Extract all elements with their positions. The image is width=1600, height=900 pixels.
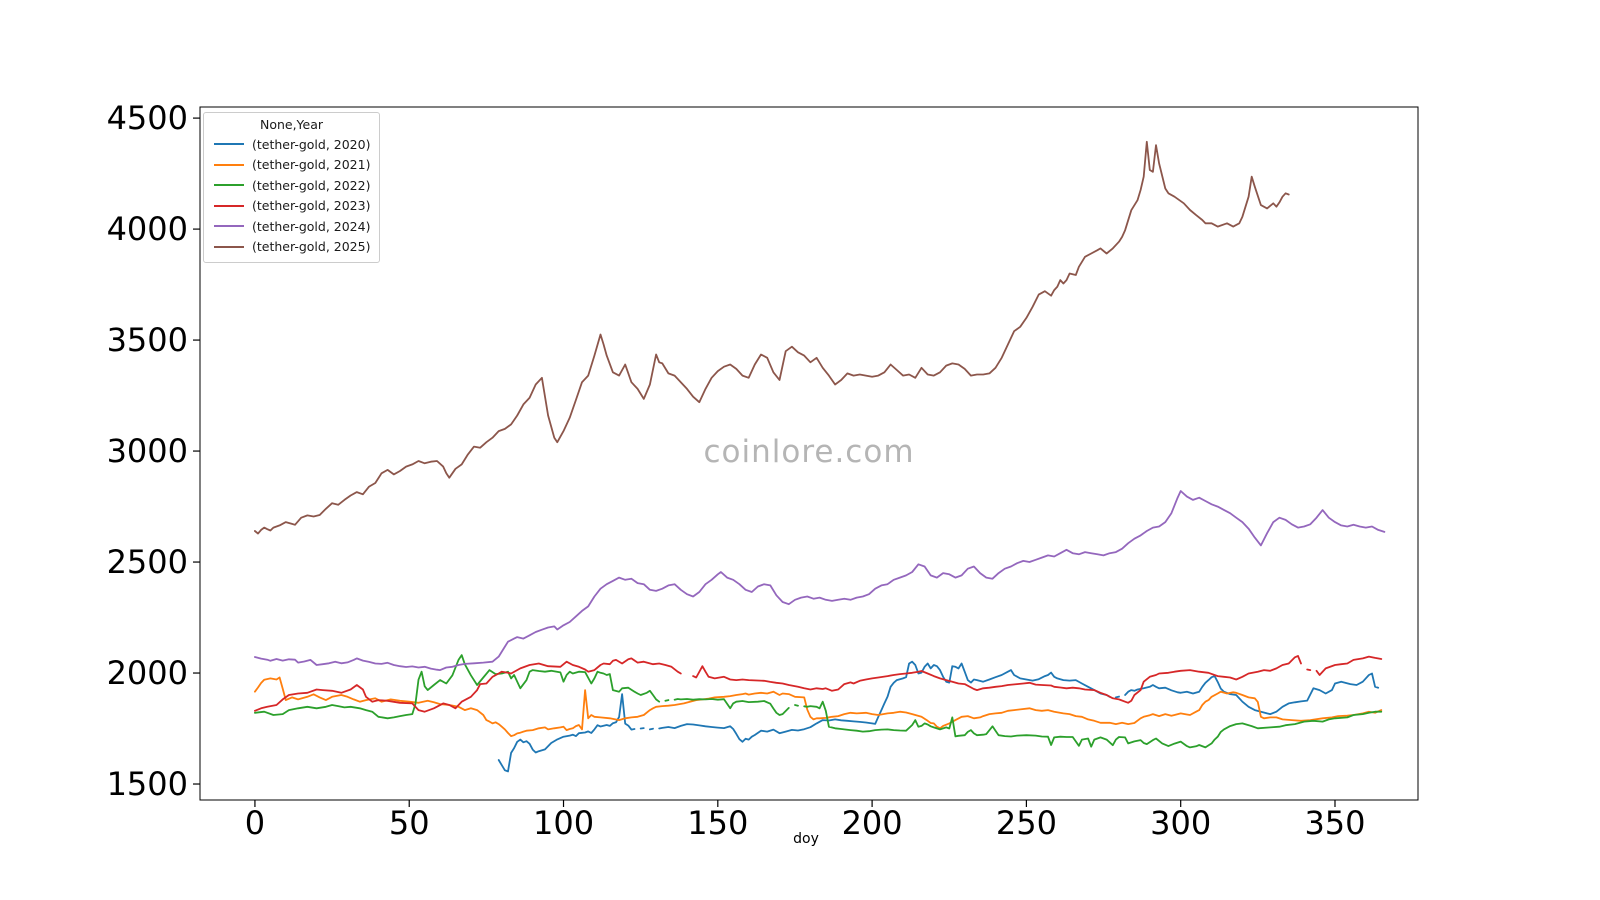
legend-item-2024: (tether-gold, 2024): [210, 216, 373, 237]
legend-item-2023: (tether-gold, 2023): [210, 196, 373, 217]
legend-title: None,Year: [259, 117, 324, 132]
x-tick-label: 300: [1150, 804, 1211, 842]
series-line-2024: [254, 490, 1386, 671]
x-tick-label: 50: [389, 804, 430, 842]
series-line-2025: [254, 140, 1290, 535]
legend-item-label: (tether-gold, 2025): [252, 239, 371, 255]
legend: None,Year (tether-gold, 2020) (tether-gol…: [203, 112, 380, 263]
legend-line-swatch-2021: [214, 163, 244, 166]
y-tick-label: 2500: [107, 543, 188, 581]
series-line-2022: [254, 654, 1383, 749]
y-tick-label: 2000: [107, 654, 188, 692]
x-axis-label: doy: [793, 831, 819, 847]
x-tick-label: 250: [996, 804, 1057, 842]
x-tick-label: 350: [1304, 804, 1365, 842]
legend-line-swatch-2023: [214, 204, 244, 207]
series-line-2020: [497, 660, 1380, 773]
legend-line-swatch-2020: [214, 143, 244, 146]
series-line-2023: [254, 655, 1383, 713]
legend-item-2020: (tether-gold, 2020): [210, 134, 373, 155]
x-tick-label: 150: [687, 804, 748, 842]
x-tick-label: 100: [533, 804, 594, 842]
legend-item-label: (tether-gold, 2022): [252, 177, 371, 193]
legend-item-label: (tether-gold, 2020): [252, 136, 371, 152]
legend-line-swatch-2022: [214, 184, 244, 187]
watermark: coinlore.com: [703, 434, 915, 470]
series-line-2021: [254, 676, 1383, 737]
legend-item-label: (tether-gold, 2024): [252, 218, 371, 234]
legend-item-label: (tether-gold, 2023): [252, 198, 371, 214]
y-tick-label: 4500: [107, 99, 188, 137]
legend-items: (tether-gold, 2020) (tether-gold, 2021) (t…: [210, 134, 373, 257]
y-tick-label: 4000: [107, 210, 188, 248]
legend-item-2025: (tether-gold, 2025): [210, 237, 373, 258]
y-tick-label: 3500: [107, 321, 188, 359]
legend-item-label: (tether-gold, 2021): [252, 157, 371, 173]
plot-frame: [199, 106, 1419, 801]
y-tick-label: 1500: [107, 765, 188, 803]
legend-item-2021: (tether-gold, 2021): [210, 155, 373, 176]
legend-item-2022: (tether-gold, 2022): [210, 175, 373, 196]
legend-line-swatch-2025: [214, 245, 244, 248]
y-tick-label: 3000: [107, 432, 188, 470]
x-tick-label: 0: [245, 804, 265, 842]
legend-line-swatch-2024: [214, 225, 244, 228]
x-tick-label: 200: [842, 804, 903, 842]
